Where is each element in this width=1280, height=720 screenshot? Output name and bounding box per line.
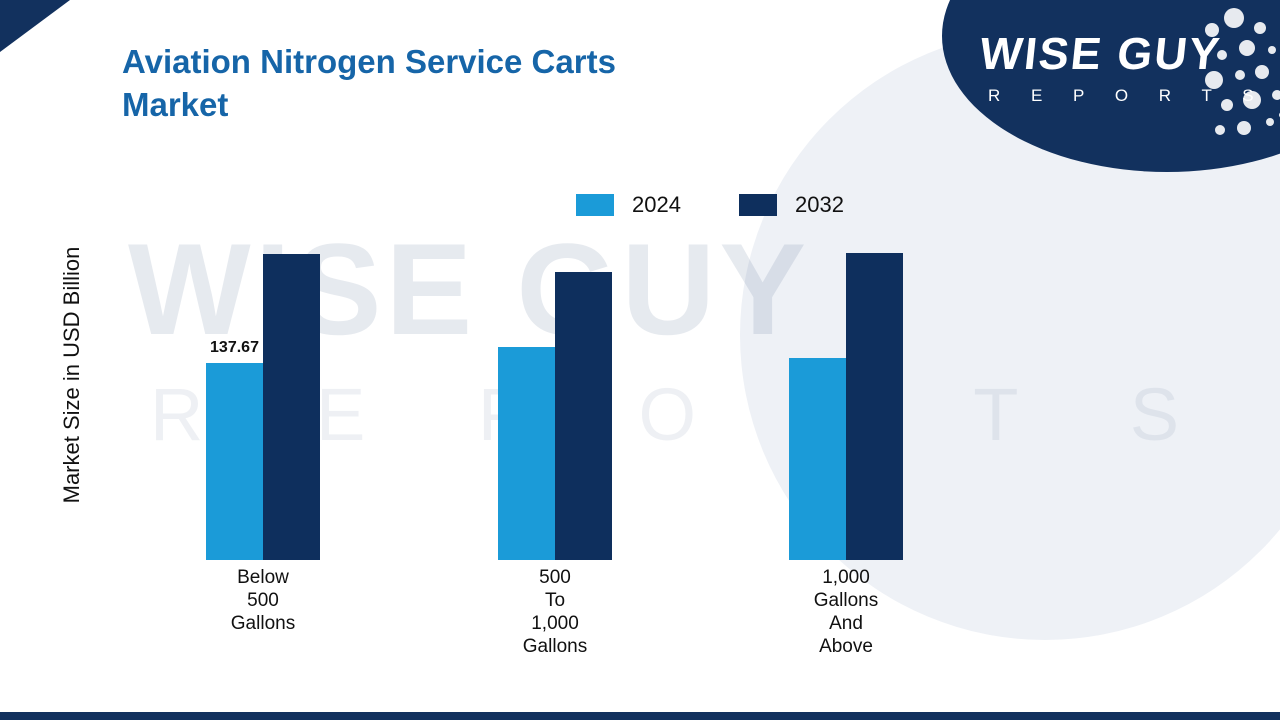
legend-item-2032: 2032 <box>739 192 844 218</box>
logo-reports-text: R E P O R T S <box>988 86 1267 105</box>
logo-wiseguy-text: WISE GUY <box>977 28 1224 79</box>
bar-2024-category-3 <box>789 358 846 560</box>
chart-title: Aviation Nitrogen Service Carts Market <box>122 40 616 126</box>
legend-swatch-2032 <box>739 194 777 216</box>
bar-2032-category-3 <box>846 252 903 560</box>
legend-item-2024: 2024 <box>576 192 681 218</box>
bar-value-label: 137.67 <box>210 338 259 356</box>
plot-area: 137.67 <box>0 230 1280 560</box>
bar-group-2 <box>498 271 612 560</box>
corner-accent-top-left <box>0 0 70 52</box>
bar-2032-category-1 <box>263 253 320 560</box>
legend-label-2032: 2032 <box>795 192 844 217</box>
bar-2032-category-2 <box>555 271 612 560</box>
bottom-accent-bar <box>0 712 1280 720</box>
watermark-wiseguy-text: WISE GUY <box>128 216 811 362</box>
bar-group-1: 137.67 <box>206 253 320 560</box>
legend-swatch-2024 <box>576 194 615 216</box>
watermark-reports-text: R E P O R T S <box>150 373 1226 456</box>
category-label-2: 500 To 1,000 Gallons <box>522 567 588 657</box>
chart-title-line2: Market <box>122 86 229 123</box>
category-label-3: 1,000 Gallons And Above <box>813 567 879 657</box>
category-label-1: Below 500 Gallons <box>230 567 296 634</box>
legend: 2024 2032 <box>140 192 1280 218</box>
bar-2024-category-1: 137.67 <box>206 339 263 560</box>
bar-group-3 <box>789 252 903 560</box>
bar-2024-category-2 <box>498 347 555 560</box>
head-profile-graphic <box>1205 8 1280 135</box>
chart-title-line1: Aviation Nitrogen Service Carts <box>122 43 616 80</box>
legend-label-2024: 2024 <box>632 192 681 217</box>
